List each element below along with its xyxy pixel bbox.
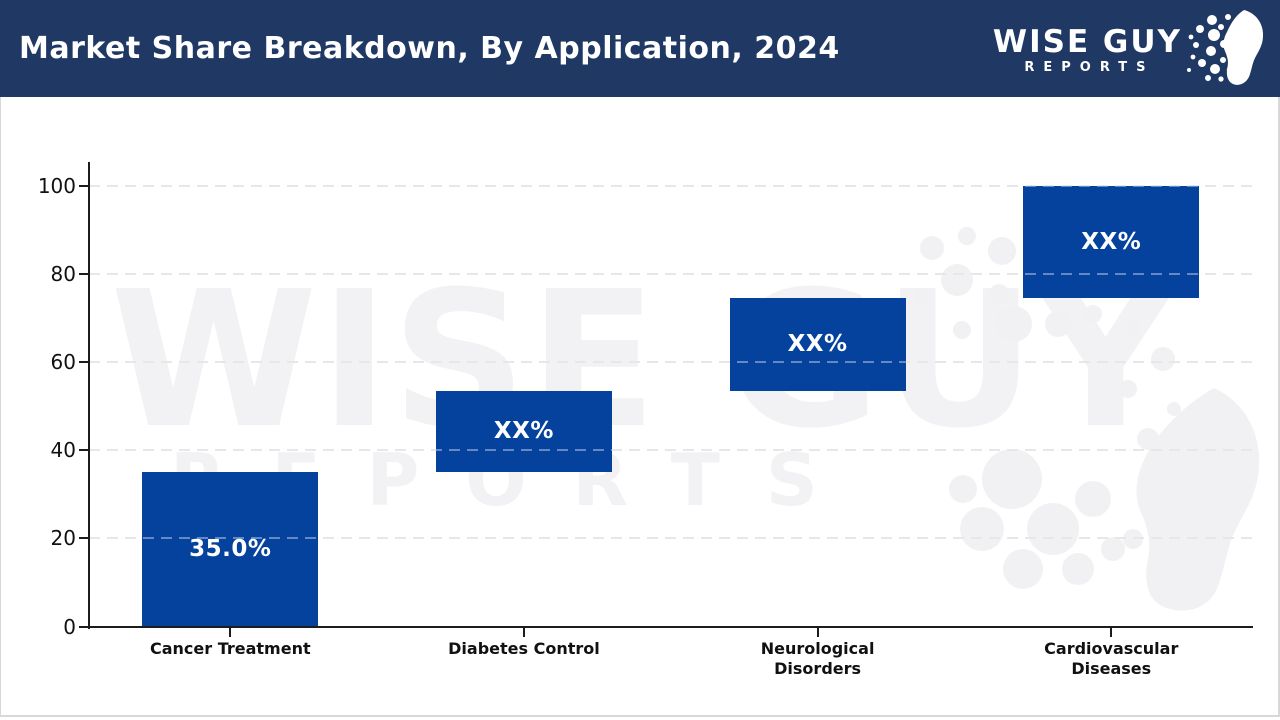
y-axis-line <box>88 162 90 629</box>
page-title: Market Share Breakdown, By Application, … <box>19 31 840 66</box>
y-tick-label: 60 <box>50 349 76 374</box>
header-bar: Market Share Breakdown, By Application, … <box>0 0 1280 97</box>
bar-value-label: XX% <box>1081 228 1142 255</box>
bar: 35.0% <box>142 472 319 627</box>
gridline-overlay <box>89 272 1253 275</box>
x-axis-line <box>88 625 1253 628</box>
y-axis-tick <box>79 360 88 363</box>
y-tick-label: 100 <box>37 173 76 198</box>
bar: XX% <box>1023 185 1200 298</box>
x-tick-label: Cardiovascular Diseases <box>1044 639 1179 678</box>
x-axis-tick <box>229 627 232 637</box>
gridline-overlay <box>89 360 1253 363</box>
x-tick-label: Cancer Treatment <box>149 639 311 658</box>
x-axis-tick <box>1110 627 1113 637</box>
logo-face-icon <box>1184 8 1266 92</box>
gridline-overlay <box>89 449 1253 452</box>
gridline <box>89 537 1253 540</box>
bar-value-label: XX% <box>787 331 848 358</box>
x-tick-label: Diabetes Control <box>448 639 600 658</box>
page-border-bottom <box>0 715 1280 717</box>
gridline <box>89 360 1253 363</box>
gridline-overlay <box>89 184 1253 187</box>
wise-guy-reports-logo: WISE GUY REPORTS <box>993 8 1280 92</box>
y-tick-label: 80 <box>50 261 76 286</box>
y-axis-tick <box>79 184 88 187</box>
gridline <box>89 449 1253 452</box>
page-border-left <box>0 97 1 717</box>
x-tick-label: Neurological Disorders <box>760 639 875 678</box>
bar-value-label: 35.0% <box>189 536 272 563</box>
y-tick-label: 0 <box>63 614 76 639</box>
gridline <box>89 272 1253 275</box>
bar-value-label: XX% <box>493 418 554 445</box>
page-border-right <box>1278 97 1280 717</box>
y-axis-tick <box>79 625 88 628</box>
logo-text: WISE GUY REPORTS <box>993 25 1182 75</box>
x-axis-tick <box>816 627 819 637</box>
logo-wordmark: WISE GUY <box>992 23 1182 60</box>
bar: XX% <box>729 297 906 391</box>
bar: XX% <box>435 390 612 473</box>
y-tick-label: 20 <box>50 526 76 551</box>
y-axis-tick <box>79 449 88 452</box>
y-tick-label: 40 <box>50 438 76 463</box>
y-axis-tick <box>79 537 88 540</box>
x-axis-tick <box>522 627 525 637</box>
gridline-overlay <box>89 537 1253 540</box>
logo-subtitle: REPORTS <box>1024 59 1155 75</box>
y-axis-tick <box>79 272 88 275</box>
gridline <box>89 184 1253 187</box>
